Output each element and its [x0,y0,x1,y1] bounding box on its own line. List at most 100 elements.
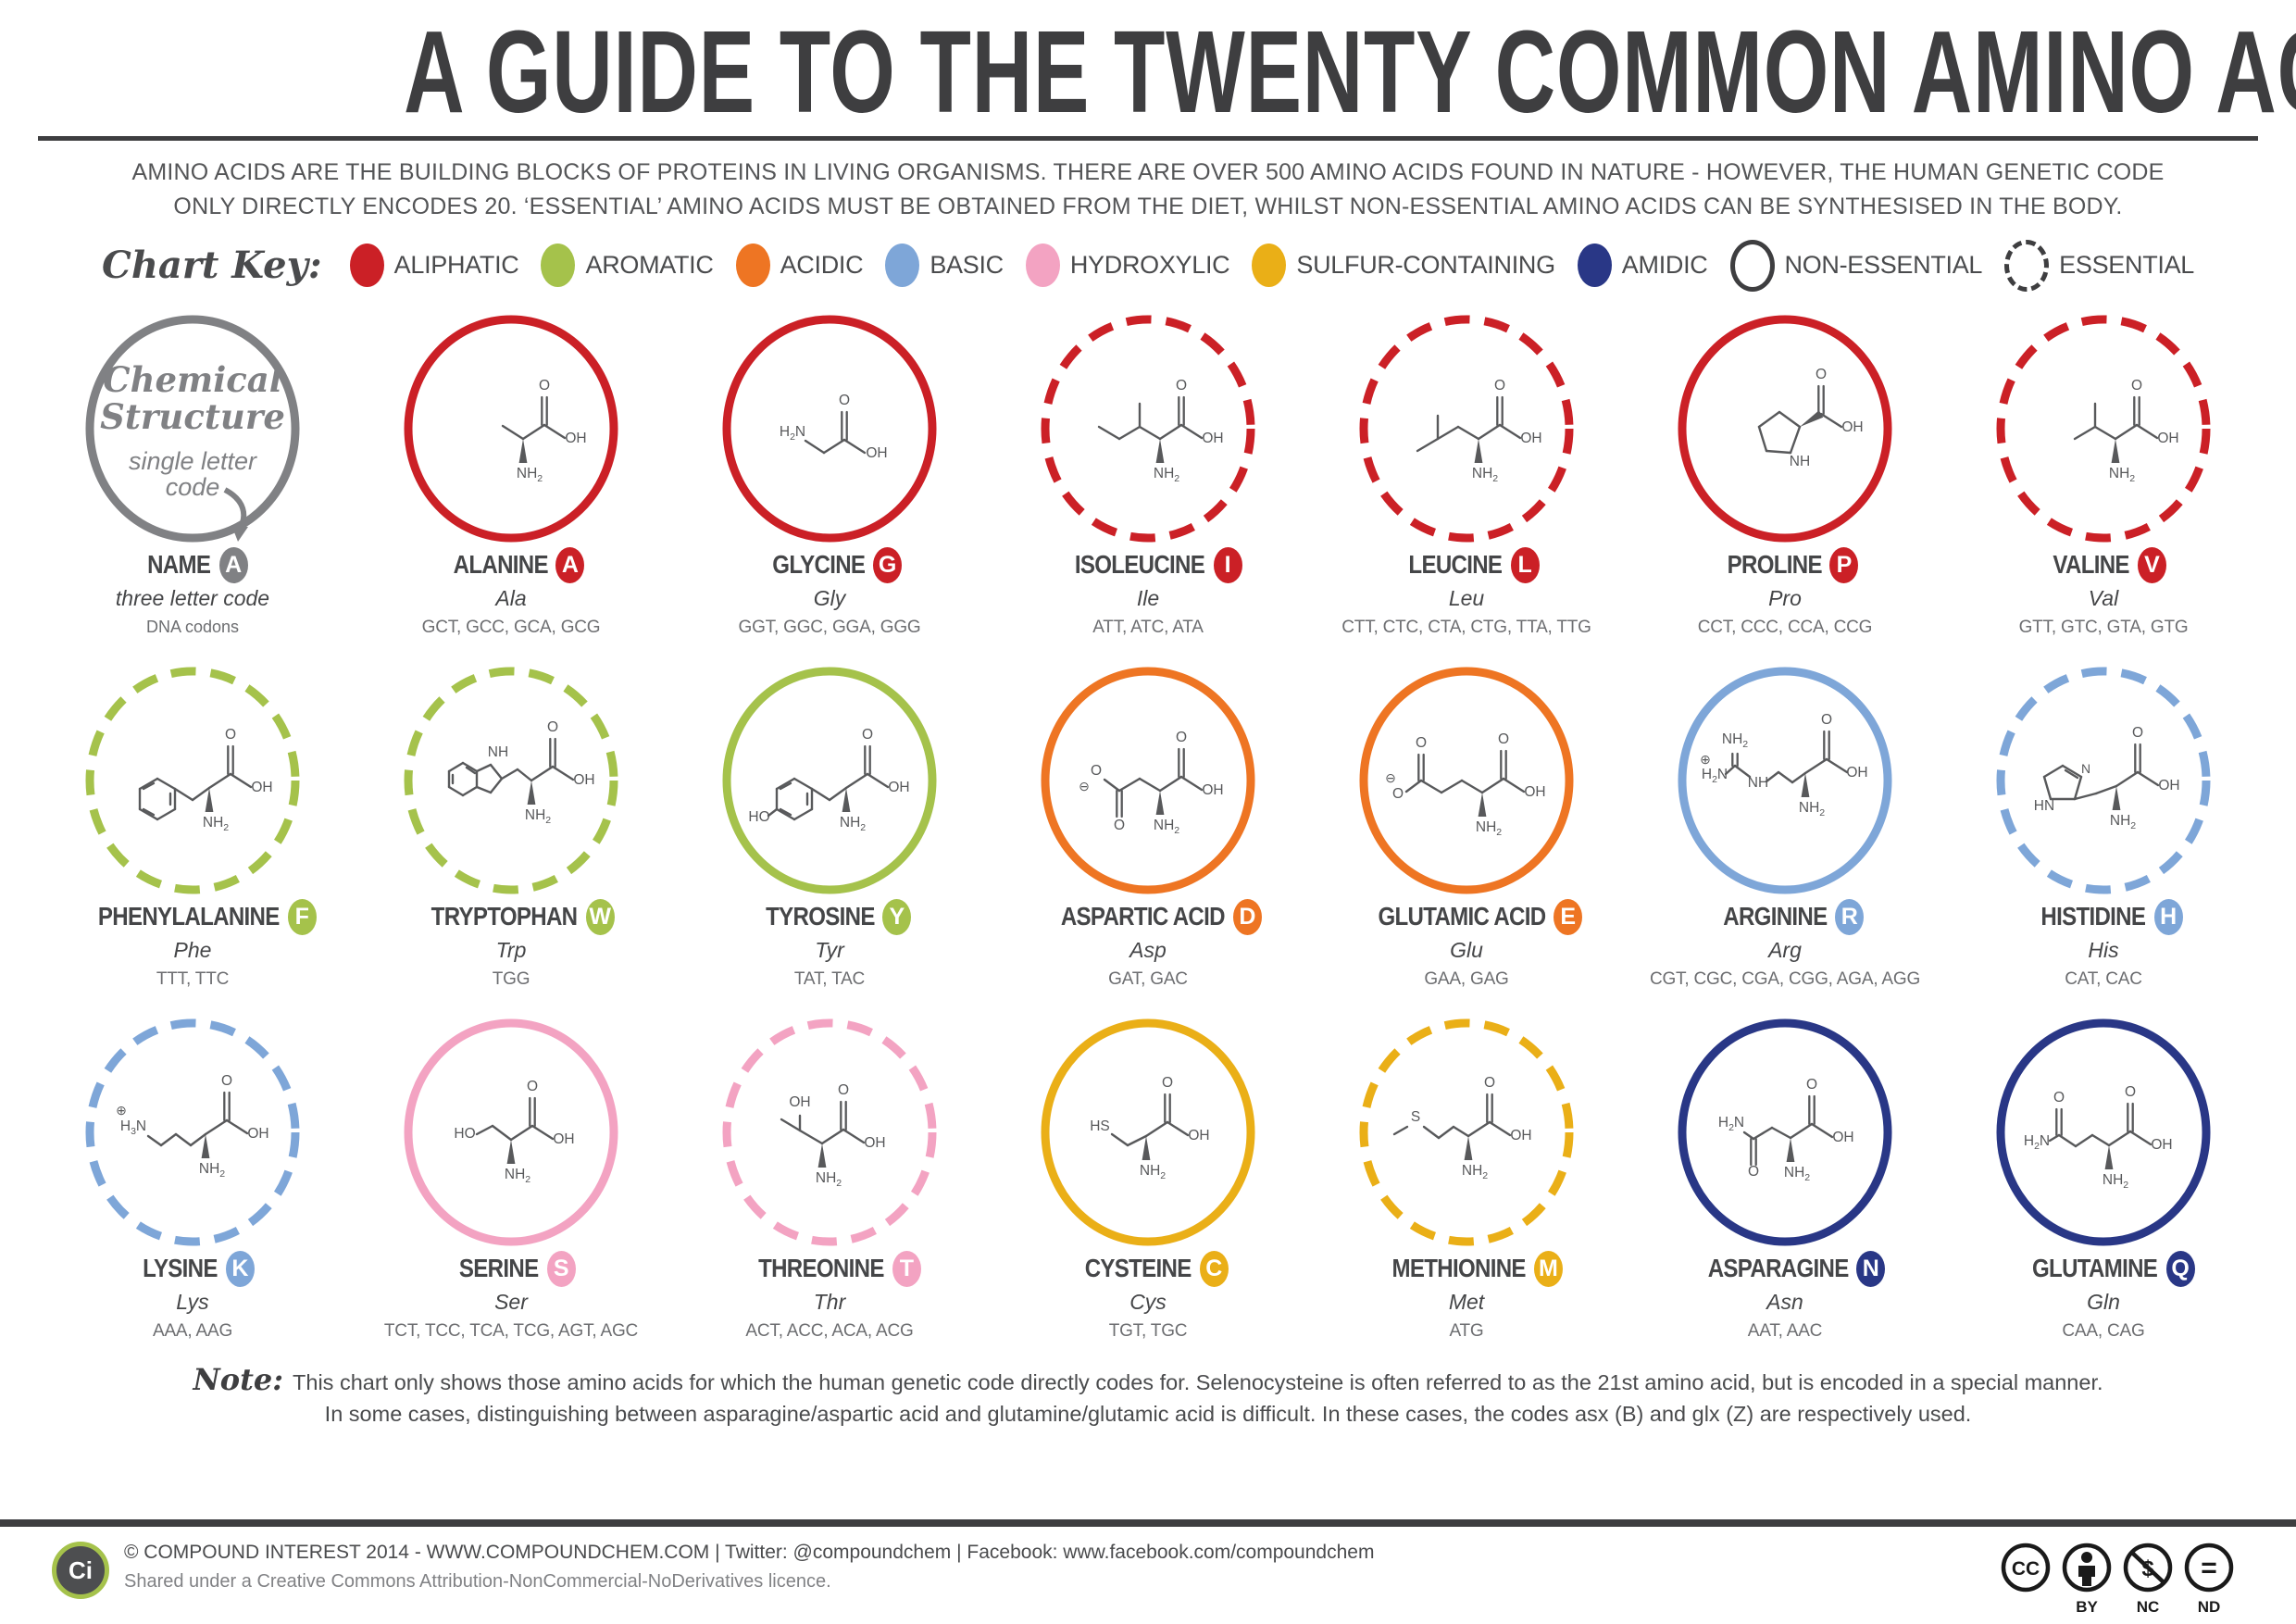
svg-text:O: O [1091,763,1102,779]
structure-circle-gly: H2N O OH [722,315,937,543]
svg-text:NH2: NH2 [1140,1163,1166,1181]
chemical-structure: H2N O O OH NH2 [1718,1077,1854,1183]
key-item-aliphatic: ALIPHATIC [349,244,519,288]
note: Note: This chart only shows those amino a… [0,1362,2296,1430]
single-letter-badge: P [1829,546,1859,583]
svg-text:OH: OH [247,1126,268,1142]
legend-letter-badge: A [218,546,248,583]
structure-circle-ala: O OH NH2 [404,315,618,543]
svg-text:OH: OH [2157,431,2178,446]
svg-text:H2N: H2N [1702,767,1728,785]
dna-codons: CAT, CAC [2065,968,2142,989]
amino-acid-cell-glu: O O ⊖ O OH NH2 GLUTAMIC ACID E Glu GAA, GAG [1307,662,1626,990]
structure-circle-val: O OH NH2 [1996,315,2211,543]
acid-name: TRYPTOPHAN [430,902,578,931]
key-swatch [885,244,920,288]
acid-nameline: VALINE V [1944,546,2263,583]
amino-acid-cell-asn: H2N O O OH NH2 ASPARAGINE N Asn AAT, AAC [1626,1014,1944,1342]
svg-text:NH2: NH2 [1784,1165,1810,1183]
svg-text:NH2: NH2 [505,1167,530,1185]
single-letter-badge: Y [882,898,912,935]
svg-text:O: O [862,727,873,743]
chemical-structure: O OH NH2 [1416,378,1542,484]
dna-codons: TAT, TAC [793,968,866,989]
svg-text:NH: NH [1790,454,1810,469]
acid-nameline: SERINE S [352,1250,670,1287]
svg-text:O: O [1821,712,1832,728]
three-letter-code: Thr [813,1289,846,1314]
svg-text:NC: NC [2137,1598,2160,1616]
key-label: AROMATIC [585,251,714,280]
acid-nameline: LEUCINE L [1307,546,1626,583]
amino-acid-cell-trp: NH O OH NH2 TRYPTOPHAN W Trp TGG [352,662,670,990]
chemical-structure: O OH NH2 [501,378,587,484]
acid-name: ALANINE [453,550,548,580]
svg-text:NH2: NH2 [1154,466,1179,484]
note-line2: In some cases, distinguishing between as… [324,1401,1972,1426]
chemical-structure: N HN O OH NH2 [2034,725,2180,831]
svg-text:HO: HO [748,809,769,825]
svg-text:OH: OH [573,772,594,788]
svg-text:OH: OH [553,1131,574,1147]
footer-licence: Shared under a Creative Commons Attribut… [124,1571,831,1592]
key-swatch [1252,244,1287,288]
chart-key: Chart Key: ALIPHATIC AROMATIC ACIDIC BASIC H… [0,239,2296,292]
acid-name: GLYCINE [772,550,866,580]
acid-nameline: LYSINE K [33,1250,352,1287]
key-item-acidic: ACIDIC [735,244,864,288]
acid-name: GLUTAMINE [2032,1254,2158,1283]
svg-text:OH: OH [1846,765,1867,781]
three-letter-code: Glu [1450,937,1483,962]
single-letter-badge: K [225,1250,255,1287]
svg-text:NH2: NH2 [199,1161,225,1180]
acid-name: LYSINE [143,1254,218,1283]
amino-acid-cell-gly: H2N O OH GLYCINE G Gly GGT, GGC, GGA, GGG [670,310,989,638]
acid-name: LEUCINE [1408,550,1504,580]
single-letter-badge: S [546,1250,576,1287]
svg-text:O: O [1162,1075,1173,1091]
footer-divider [0,1519,2296,1527]
svg-text:O: O [2125,1084,2136,1100]
amino-acid-cell-pro: NH O OH PROLINE P Pro CCT, CCC, CCA, CCG [1626,310,1944,638]
svg-text:O: O [2131,378,2142,394]
svg-text:OH: OH [1841,419,1863,435]
dna-codons: GAA, GAG [1424,968,1509,989]
svg-text:NH2: NH2 [2109,466,2135,484]
three-letter-code: Met [1448,1289,1485,1314]
svg-text:NH2: NH2 [1472,466,1498,484]
note-label: Note: [193,1361,284,1397]
svg-text:NH: NH [488,744,508,760]
chemical-structure: NH O OH [1757,367,1864,469]
acid-nameline: GLUTAMINE Q [1944,1250,2263,1287]
amino-acid-cell-thr: OH O OH NH2 THREONINE T Thr ACT, ACC, ACA, ACG [670,1014,989,1342]
acid-name: VALINE [2053,550,2130,580]
svg-text:NH2: NH2 [2103,1172,2128,1191]
dna-codons: GGT, GGC, GGA, GGG [738,617,921,637]
svg-text:=: = [2201,1553,2217,1583]
acid-nameline: ALANINE A [352,546,670,583]
dna-codons: CGT, CGC, CGA, CGG, AGA, AGG [1649,968,1921,989]
svg-text:O: O [838,1082,849,1098]
key-label: ESSENTIAL [2059,251,2195,280]
dna-codons: ACT, ACC, ACA, ACG [745,1320,914,1341]
legend-single-line1: single letter [129,447,257,475]
structure-circle-tyr: HO O OH NH2 [722,667,937,894]
single-letter-badge: F [287,898,317,935]
amino-acid-cell-lys: H3N ⊕ O OH NH2 LYSINE K Lys AAA, AAG [33,1014,352,1342]
svg-text:OH: OH [1188,1128,1209,1143]
acid-name: PROLINE [1727,550,1822,580]
svg-text:O: O [527,1079,538,1094]
legend-nameline: NAME A [33,546,352,583]
svg-text:$: $ [2141,1556,2154,1581]
key-item-hydroxylic: HYDROXYLIC [1025,244,1230,288]
three-letter-code: Arg [1768,937,1802,962]
svg-text:O: O [1806,1077,1817,1093]
acid-nameline: GLYCINE G [670,546,989,583]
acid-name: THREONINE [758,1254,884,1283]
single-letter-badge: N [1856,1250,1886,1287]
svg-text:OH: OH [1510,1128,1531,1143]
structure-circle-his: N HN O OH NH2 [1996,667,2211,894]
key-label: HYDROXYLIC [1069,251,1230,280]
three-letter-code: Ala [495,585,527,610]
